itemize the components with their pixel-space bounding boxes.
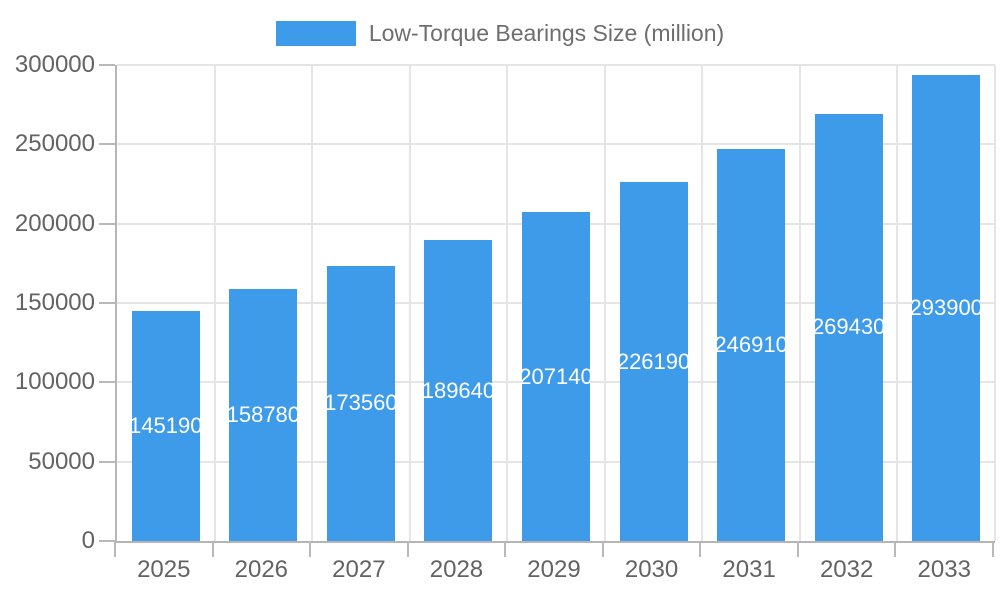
y-axis-tick: [99, 302, 115, 304]
y-tick-label: 50000: [28, 447, 95, 475]
gridline-vertical: [408, 65, 411, 541]
y-axis-tick: [99, 381, 115, 384]
y-axis-tick: [99, 222, 115, 225]
x-axis-tick: [211, 542, 214, 557]
bar-2026[interactable]: 158780: [229, 289, 298, 541]
x-axis-tick: [894, 542, 897, 557]
y-tick-label: 200000: [14, 209, 95, 237]
bar-value-label: 269430: [814, 314, 883, 340]
y-axis-tick: [99, 460, 115, 463]
gridline-vertical: [311, 65, 314, 541]
gridline-horizontal: [117, 64, 995, 66]
y-tick-label: 100000: [14, 368, 95, 396]
legend-item[interactable]: Low-Torque Bearings Size (million): [0, 20, 1000, 47]
y-axis-tick: [99, 143, 115, 146]
bar-value-label: 246910: [717, 332, 786, 358]
gridline-vertical: [213, 65, 216, 541]
bar-value-label: 207140: [522, 363, 590, 389]
bar-value-label: 145190: [131, 412, 200, 438]
y-tick-label: 250000: [14, 130, 95, 158]
y-tick-label: 300000: [14, 51, 95, 78]
gridline-vertical: [896, 65, 899, 541]
bar-2030[interactable]: 226190: [619, 182, 688, 541]
gridline-vertical: [506, 65, 509, 541]
bar-value-label: 173560: [326, 390, 395, 416]
bar-2033[interactable]: 293900: [912, 74, 981, 541]
gridline-vertical: [701, 65, 704, 541]
x-tick-label: 2025: [137, 556, 191, 583]
x-axis-tick: [406, 542, 409, 557]
x-tick-label: 2026: [234, 556, 289, 583]
gridline-horizontal: [117, 143, 995, 146]
plot-area: 145190 158780 173560 189640 207140 226190 2469…: [115, 64, 996, 543]
bar-2029[interactable]: 207140: [522, 212, 590, 541]
gridline-vertical: [603, 65, 606, 541]
bar-value-label: 226190: [619, 348, 688, 374]
gridline-vertical: [994, 65, 996, 541]
x-tick-label: 2029: [527, 556, 581, 583]
x-axis-tick: [504, 542, 507, 557]
bar-value-label: 158780: [229, 402, 298, 428]
x-axis-tick: [309, 542, 312, 557]
x-tick-label: 2028: [429, 556, 484, 583]
legend-label: Low-Torque Bearings Size (million): [368, 20, 725, 46]
x-tick-label: 2031: [722, 556, 776, 583]
y-axis-tick: [99, 540, 115, 542]
x-tick-label: 2030: [624, 556, 679, 583]
bar-2032[interactable]: 269430: [814, 113, 883, 541]
bar-2028[interactable]: 189640: [424, 240, 493, 541]
x-axis-tick: [601, 542, 604, 557]
y-tick-label: 150000: [14, 289, 95, 316]
gridline-vertical: [798, 65, 801, 541]
y-tick-label: 0: [81, 527, 95, 554]
x-tick-label: 2032: [819, 556, 874, 583]
x-tick-label: 2033: [917, 556, 971, 583]
legend-swatch: [275, 21, 356, 46]
x-tick-label: 2027: [332, 556, 386, 583]
bar-2031[interactable]: 246910: [717, 149, 786, 541]
y-axis: 0 50000 100000 150000 200000 250000 300000: [0, 51, 95, 554]
x-axis-tick: [992, 542, 994, 557]
bar-2027[interactable]: 173560: [326, 265, 395, 541]
x-axis-tick: [114, 542, 116, 557]
y-axis-tick: [99, 64, 115, 66]
bar-value-label: 189640: [424, 377, 493, 403]
x-axis-tick: [796, 542, 799, 557]
bar-2025[interactable]: 145190: [131, 310, 200, 541]
bar-value-label: 293900: [912, 294, 981, 320]
x-axis-tick: [699, 542, 702, 557]
